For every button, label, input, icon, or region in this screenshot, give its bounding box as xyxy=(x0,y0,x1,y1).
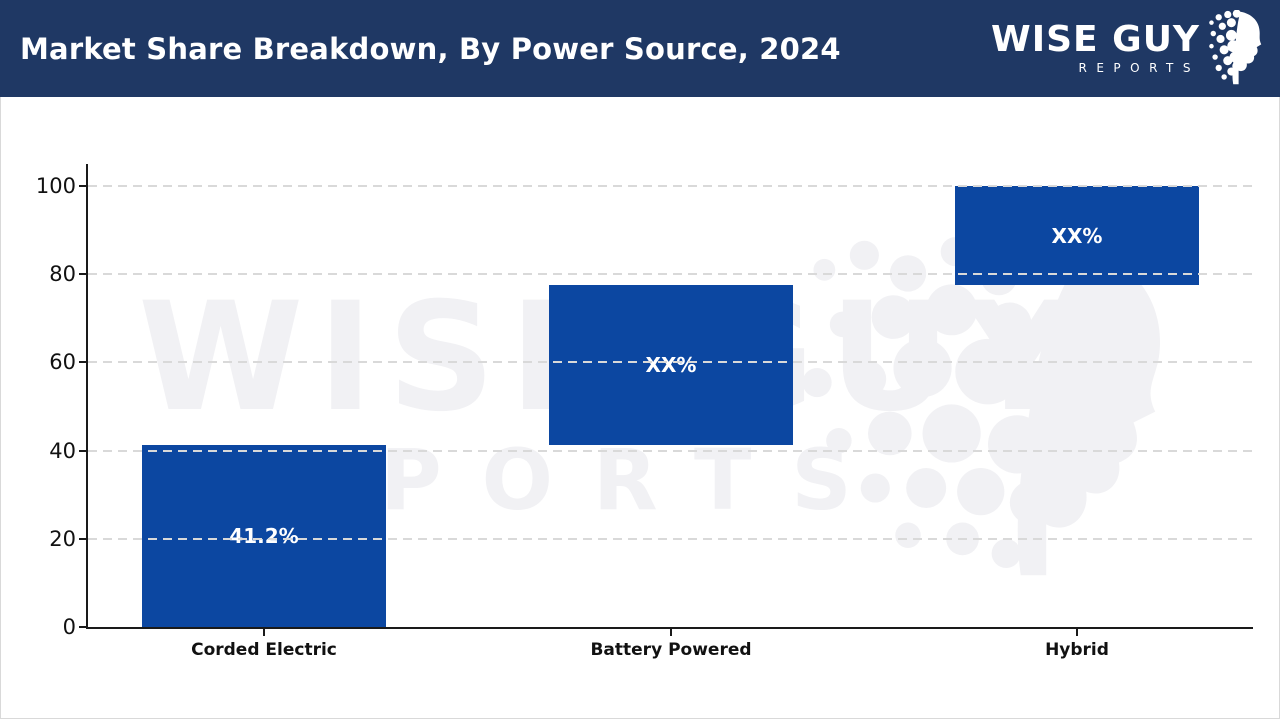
y-axis-tick xyxy=(79,185,87,187)
y-axis-tick xyxy=(79,626,87,628)
logo-subtext: REPORTS xyxy=(1078,61,1200,75)
y-axis-tick xyxy=(79,449,87,452)
x-axis-category-label: Battery Powered xyxy=(590,640,752,660)
header-bar: Market Share Breakdown, By Power Source,… xyxy=(0,0,1280,97)
face-profile-dots-icon xyxy=(1209,10,1262,85)
bar-segment: 41.2% xyxy=(142,445,386,627)
chart-title: Market Share Breakdown, By Power Source,… xyxy=(20,31,841,66)
bar-value-label: XX% xyxy=(1051,223,1103,248)
y-axis-tick xyxy=(79,537,87,540)
y-axis-tick xyxy=(79,273,87,276)
grid-line xyxy=(88,185,1253,187)
x-axis-tick xyxy=(670,629,672,636)
y-axis-tick xyxy=(79,361,87,364)
bar-value-label: 41.2% xyxy=(229,524,299,549)
y-axis-tick-label: 40 xyxy=(49,438,76,463)
x-axis-tick xyxy=(1076,629,1078,636)
y-axis-tick-label: 80 xyxy=(49,262,76,287)
bar-segment: XX% xyxy=(955,186,1199,286)
y-axis-tick-label: 20 xyxy=(49,526,76,551)
grid-line xyxy=(88,537,1253,540)
bar-value-label: XX% xyxy=(645,353,697,378)
grid-line xyxy=(88,361,1253,364)
bar-segment: XX% xyxy=(549,285,793,446)
logo-wordmark: WISE GUY xyxy=(990,19,1200,60)
grid-line xyxy=(88,273,1253,276)
y-axis-tick-label: 0 xyxy=(62,615,76,639)
x-axis-tick xyxy=(263,629,265,636)
y-axis-tick-label: 100 xyxy=(35,174,76,198)
grid-line xyxy=(88,449,1253,452)
x-axis-category-label: Corded Electric xyxy=(191,640,337,660)
x-axis-line xyxy=(86,627,1253,629)
y-axis-line xyxy=(86,164,88,629)
x-axis-category-label: Hybrid xyxy=(1045,640,1109,660)
logo-text: WISE GUY REPORTS xyxy=(990,19,1200,75)
y-axis-tick-label: 60 xyxy=(49,350,76,375)
wiseguy-logo: WISE GUY REPORTS xyxy=(991,10,1266,86)
